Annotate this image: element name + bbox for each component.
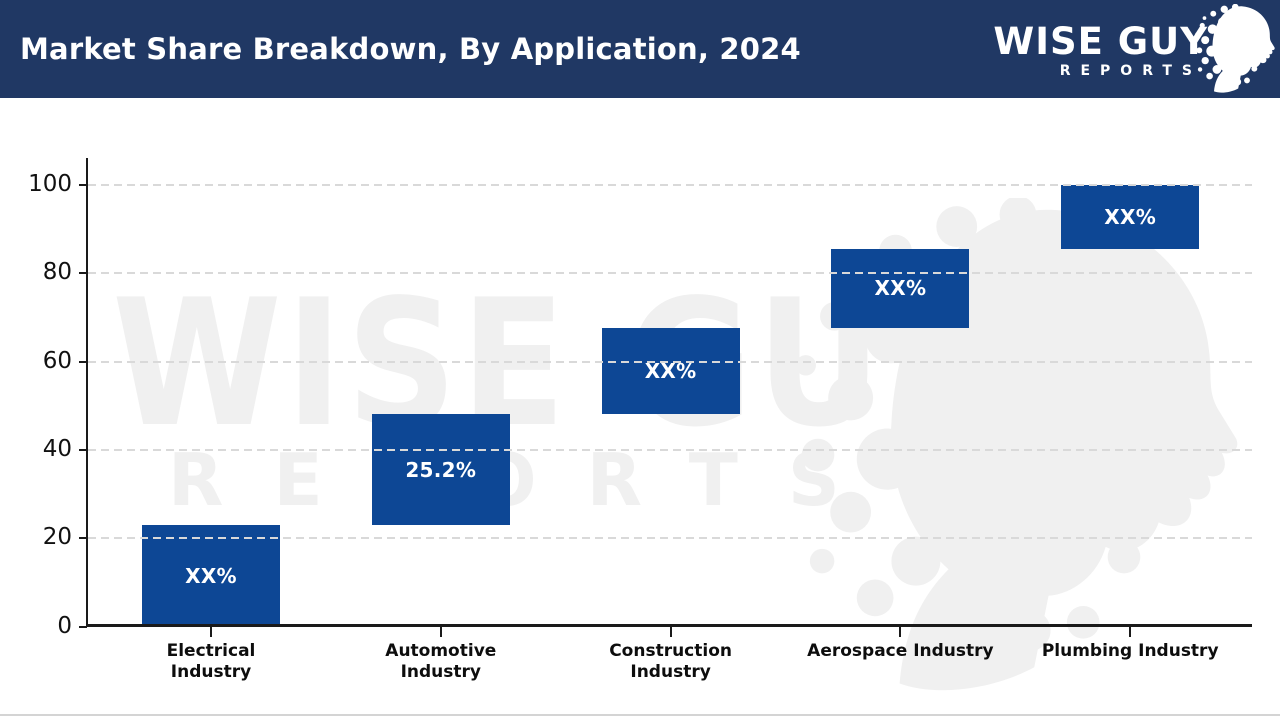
logo-head-dots-icon: [1195, 4, 1275, 93]
bar-value-label-aerospace-industry: XX%: [874, 276, 927, 301]
x-label-automotive-industry: Automotive Industry: [385, 641, 497, 682]
gridline-60: [88, 360, 1252, 363]
y-tick-label-60: 60: [42, 347, 72, 374]
y-tick-40: [79, 448, 87, 451]
y-tick-0: [79, 625, 87, 628]
y-tick-label-100: 100: [28, 171, 72, 198]
y-tick-60: [79, 360, 87, 363]
y-tick-label-20: 20: [42, 524, 72, 551]
page-title: Market Share Breakdown, By Application, …: [20, 32, 801, 66]
wise-guy-reports-logo: WISE GUY REPORTS: [993, 0, 1280, 98]
y-tick-100: [79, 184, 87, 187]
x-tick-construction-industry: [669, 627, 672, 637]
x-label-electrical-industry: Electrical Industry: [166, 641, 256, 682]
gridline-20: [88, 537, 1252, 540]
y-axis-line: [86, 158, 88, 627]
y-tick-label-0: 0: [57, 612, 72, 639]
x-tick-plumbing-industry: [1129, 627, 1132, 637]
logo-wise-guy-text: WISE GUY: [993, 20, 1208, 63]
bar-construction-industry: XX%: [601, 327, 740, 415]
y-tick-label-80: 80: [42, 259, 72, 286]
bar-value-label-construction-industry: XX%: [644, 358, 697, 383]
x-tick-automotive-industry: [439, 627, 442, 637]
bottom-border-line: [0, 714, 1280, 716]
bar-electrical-industry: XX%: [142, 525, 280, 627]
logo-reports-text: REPORTS: [1059, 63, 1202, 79]
gridline-80: [88, 272, 1252, 275]
bar-value-label-plumbing-industry: XX%: [1104, 205, 1157, 230]
y-tick-80: [79, 272, 87, 275]
bar-aerospace-industry: XX%: [831, 249, 970, 328]
header-bar: Market Share Breakdown, By Application, …: [0, 0, 1280, 98]
gridline-100: [88, 184, 1252, 187]
bar-value-label-automotive-industry: 25.2%: [405, 457, 477, 482]
y-tick-label-40: 40: [42, 435, 72, 462]
x-label-construction-industry: Construction Industry: [609, 641, 732, 682]
x-label-aerospace-industry: Aerospace Industry: [807, 641, 994, 661]
gridline-40: [88, 448, 1252, 451]
y-tick-20: [79, 537, 87, 540]
x-axis-line: [86, 624, 1252, 627]
x-tick-electrical-industry: [210, 627, 212, 637]
bar-automotive-industry: 25.2%: [371, 414, 510, 526]
x-label-plumbing-industry: Plumbing Industry: [1041, 641, 1219, 661]
bar-value-label-electrical-industry: XX%: [185, 563, 237, 588]
x-tick-aerospace-industry: [899, 627, 902, 637]
bar-plumbing-industry: XX%: [1061, 185, 1200, 250]
